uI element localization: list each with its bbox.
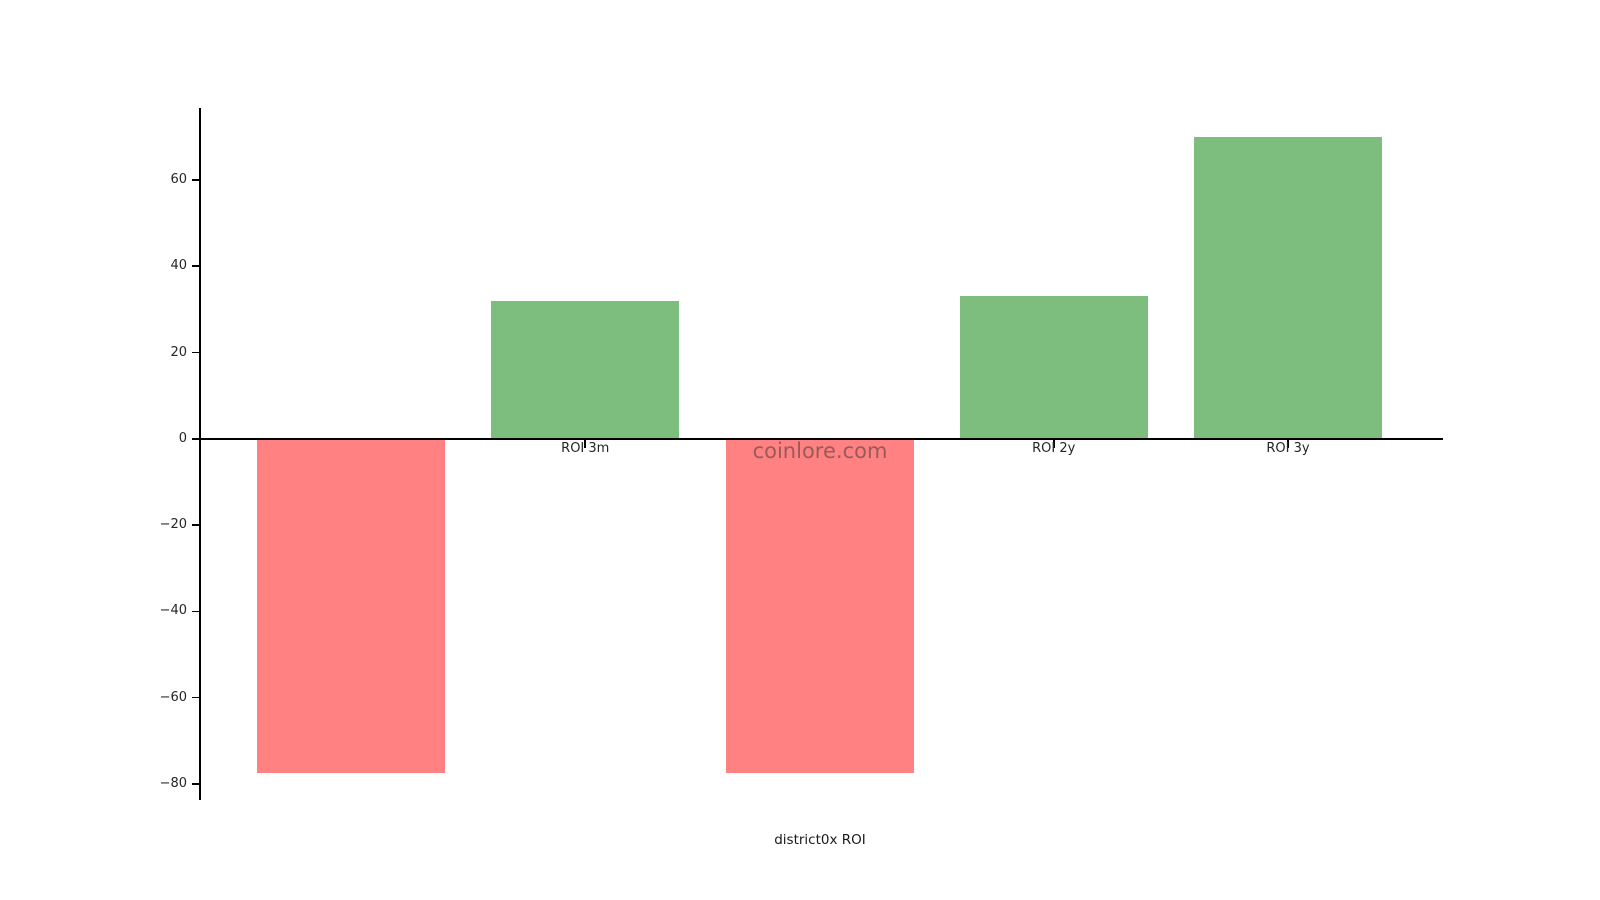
bar-2 (491, 300, 680, 439)
watermark-text: coinlore.com (752, 439, 888, 463)
y-tick (192, 524, 199, 526)
y-axis-spine (199, 108, 201, 800)
y-tick (192, 696, 199, 699)
x-tick (584, 438, 587, 448)
bar-4 (959, 296, 1148, 439)
y-tick-label: −80 (159, 776, 187, 791)
x-axis-title: district0x ROI (774, 832, 866, 848)
y-tick (192, 438, 199, 440)
y-tick (192, 265, 199, 267)
bar-1 (257, 440, 445, 773)
y-tick-label: −60 (159, 689, 187, 705)
y-tick-label: 40 (170, 258, 187, 274)
x-tick-label: ROI 3y (1266, 441, 1310, 457)
x-tick-label: ROI 3m (561, 441, 610, 457)
x-tick (1052, 438, 1055, 448)
x-tick (1287, 438, 1289, 448)
y-tick-label: −20 (159, 517, 187, 533)
y-tick (192, 351, 199, 354)
bar-3 (725, 440, 914, 773)
x-axis-line (199, 438, 1443, 440)
x-tick-label: ROI 2y (1032, 441, 1076, 457)
y-tick-label: 20 (170, 344, 187, 360)
y-tick-label: 0 (178, 430, 187, 446)
y-tick-label: −40 (159, 603, 187, 619)
y-tick (192, 179, 199, 181)
y-tick (192, 610, 199, 613)
bar-5 (1194, 136, 1382, 439)
y-tick-label: 60 (170, 171, 187, 187)
y-tick (192, 783, 199, 785)
